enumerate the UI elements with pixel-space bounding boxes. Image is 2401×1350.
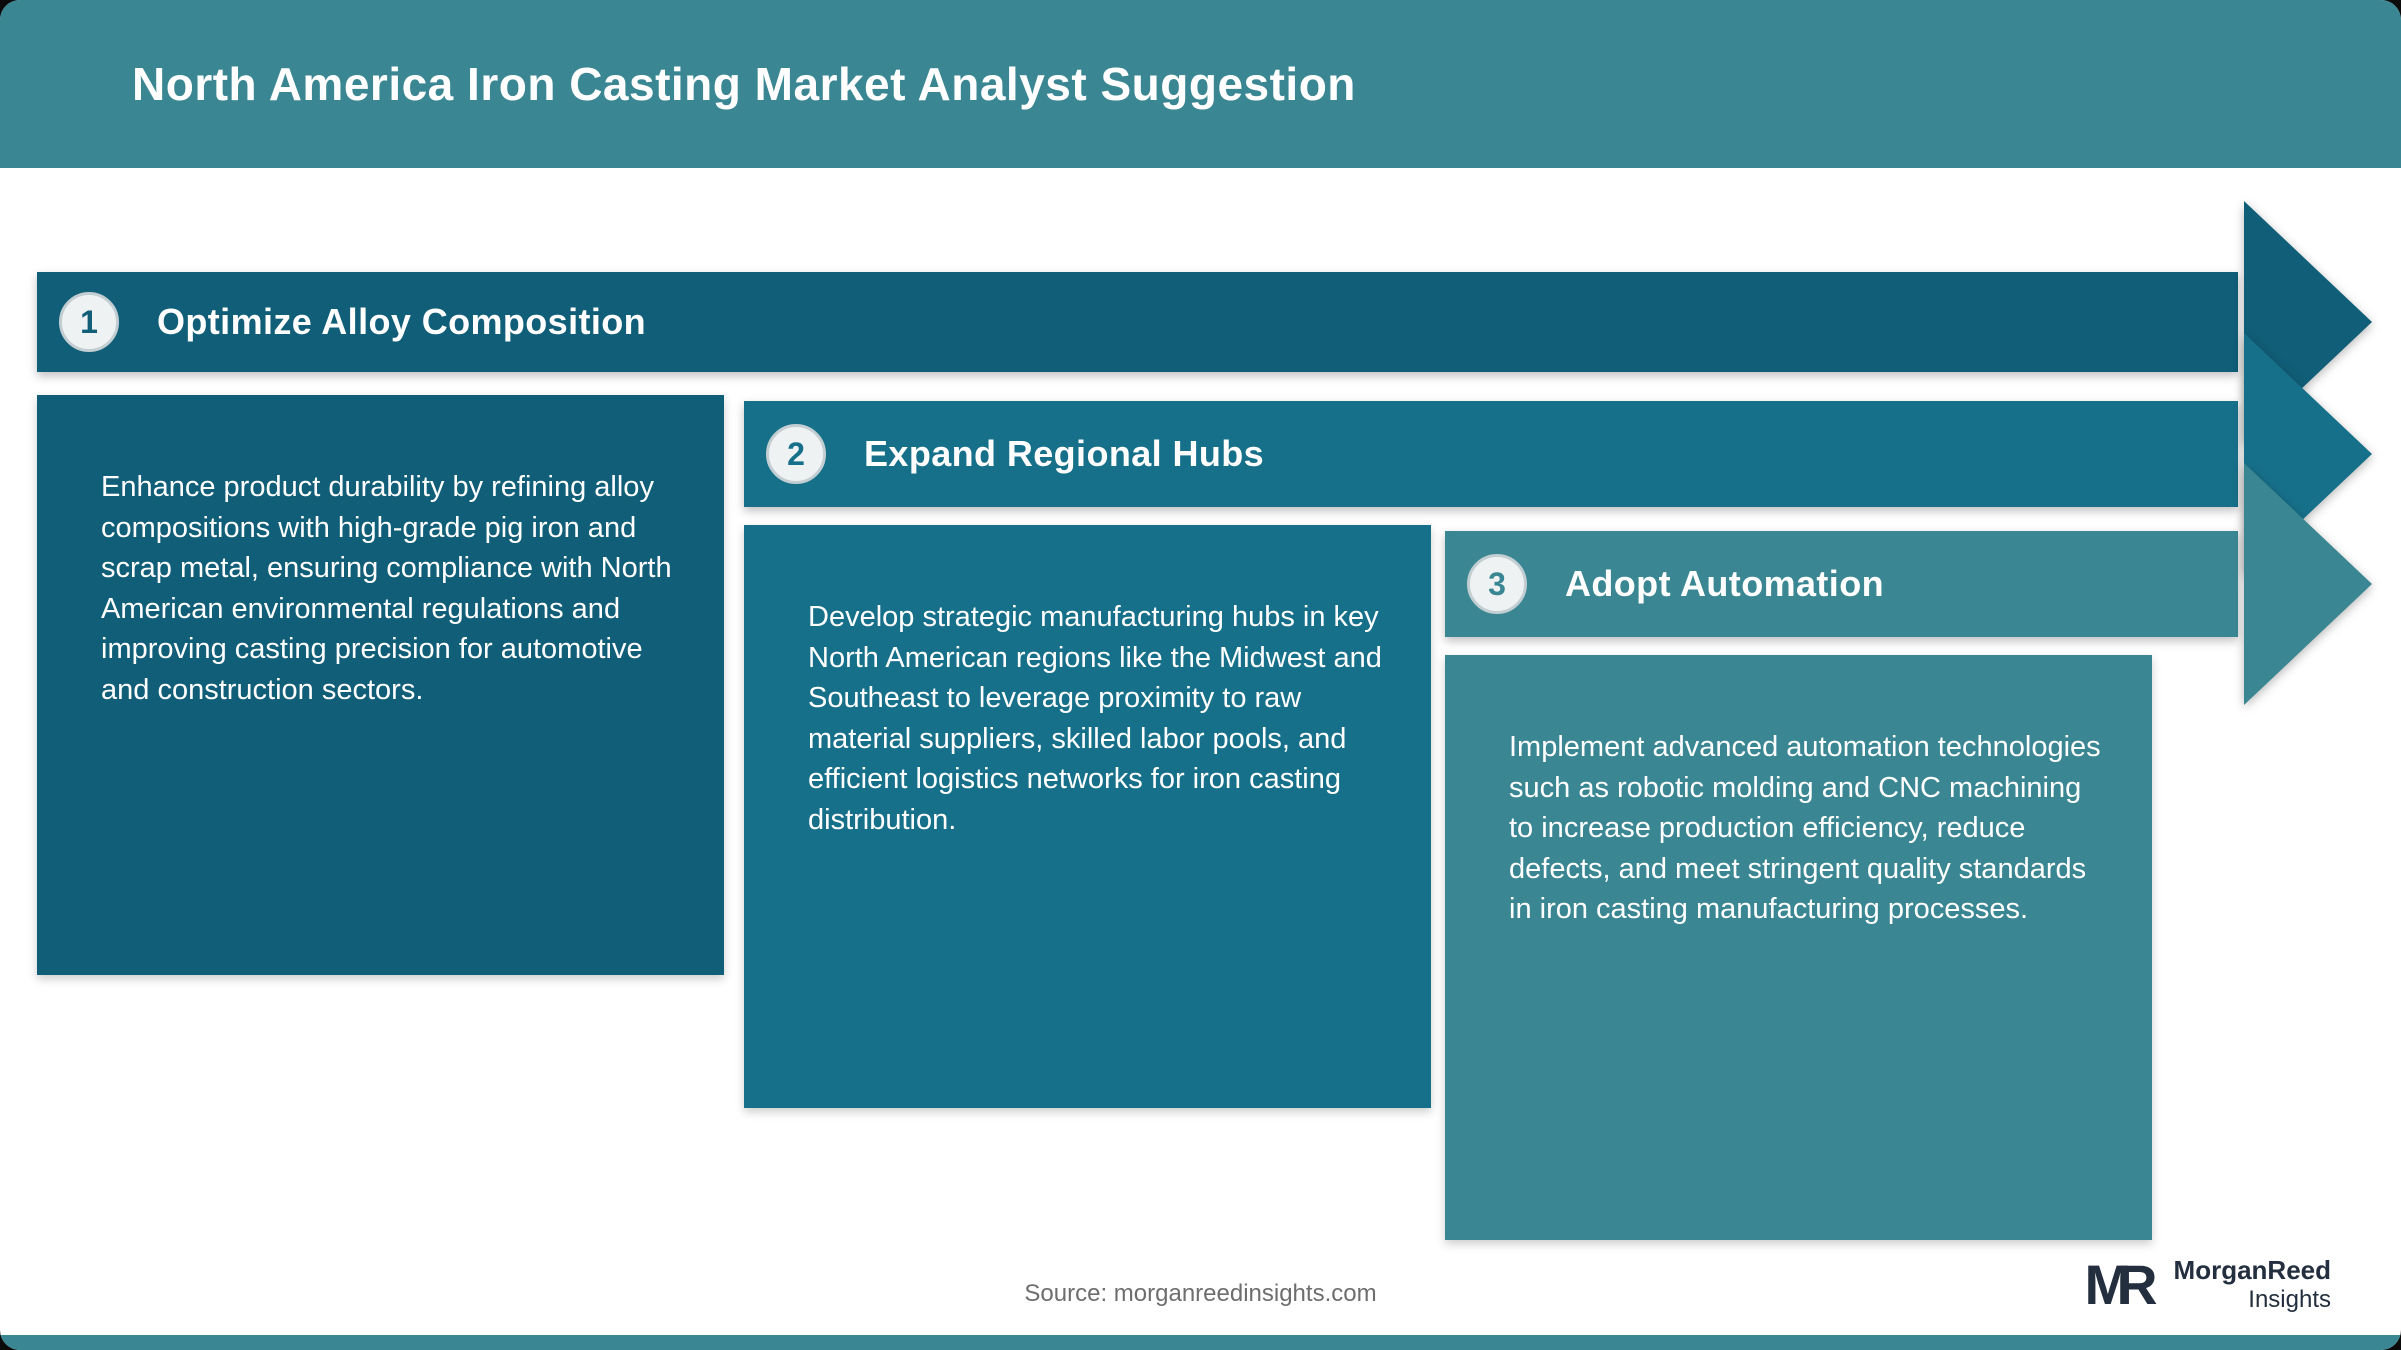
step-description-2: Develop strategic manufacturing hubs in … [808,601,1382,836]
description-box-2: Develop strategic manufacturing hubs in … [744,525,1431,1108]
step-title-1: Optimize Alloy Composition [157,301,647,342]
brand-logo: MR MorganReed Insights [2084,1252,2331,1316]
step-title-3: Adopt Automation [1565,563,1884,604]
step-number-badge-2: 2 [766,424,826,484]
description-box-3: Implement advanced automation technologi… [1445,655,2152,1240]
step-description-3: Implement advanced automation technologi… [1509,731,2101,926]
description-box-1: Enhance product durability by refining a… [37,395,724,975]
step-number-2: 2 [787,435,805,472]
footer-strip [0,1335,2401,1350]
brand-name: MorganReed [2173,1255,2331,1285]
source-text: Source: morganreedinsights.com [1024,1280,1377,1307]
suggestion-banner-1: 1 Optimize Alloy Composition [37,272,2238,372]
arrow-right-icon [2244,463,2372,705]
step-number-3: 3 [1488,565,1506,602]
step-description-1: Enhance product durability by refining a… [101,471,672,706]
brand-monogram-icon: MR [2084,1252,2157,1316]
step-title-2: Expand Regional Hubs [864,433,1265,474]
step-number-badge-3: 3 [1467,554,1527,614]
header-bar: North America Iron Casting Market Analys… [0,0,2401,168]
step-number-badge-1: 1 [59,292,119,352]
brand-tagline: Insights [2248,1285,2331,1313]
page-title: North America Iron Casting Market Analys… [132,58,1356,110]
brand-logo-text: MorganReed Insights [2173,1255,2331,1313]
suggestion-banner-3: 3 Adopt Automation [1445,531,2238,637]
step-number-1: 1 [80,303,98,340]
suggestion-banner-2: 2 Expand Regional Hubs [744,401,2238,507]
